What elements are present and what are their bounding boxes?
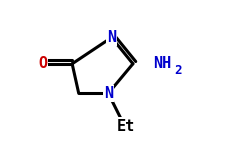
Text: 2: 2: [174, 64, 182, 77]
Text: N: N: [104, 86, 113, 101]
Text: Et: Et: [117, 119, 135, 134]
Text: N: N: [107, 30, 116, 45]
Text: NH: NH: [153, 56, 171, 71]
Text: O: O: [38, 56, 47, 71]
